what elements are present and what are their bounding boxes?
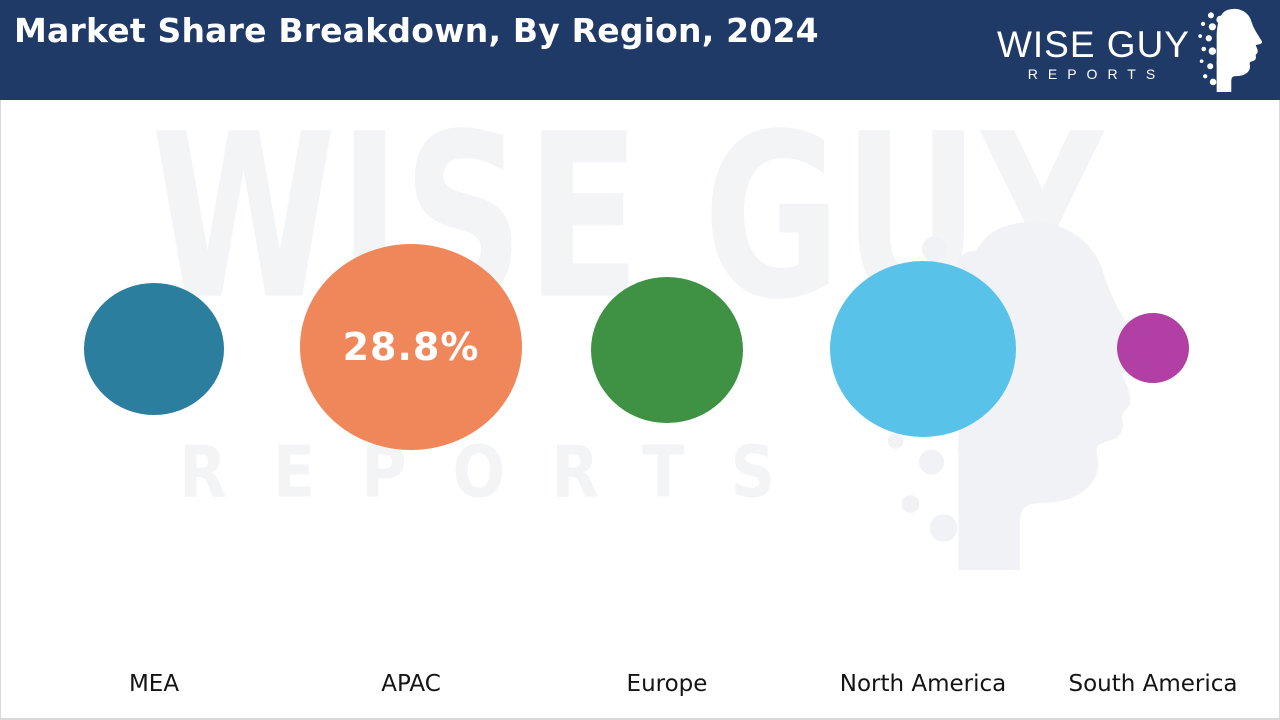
header-bar: Market Share Breakdown, By Region, 2024 … — [0, 0, 1280, 100]
bubble-value-label: 28.8% — [342, 325, 480, 369]
wiseguy-logo: WISE GUY REPORTS — [997, 6, 1270, 92]
bubble-europe — [591, 277, 743, 423]
category-label-europe: Europe — [626, 671, 708, 697]
category-label-south-america: South America — [1068, 671, 1238, 697]
watermark-tagline: REPORTS — [179, 430, 822, 514]
logo-wordmark: WISE GUY — [996, 24, 1190, 65]
bubble-apac: 28.8% — [300, 244, 522, 450]
wiseguy-face-icon — [1198, 8, 1263, 92]
chart-area: WISE GUY REPORTS — [0, 100, 1280, 720]
category-label-apac: APAC — [381, 671, 441, 697]
category-label-north-america: North America — [839, 671, 1007, 697]
category-label-mea: MEA — [128, 671, 180, 697]
bubble-south-america — [1117, 313, 1189, 383]
page-title: Market Share Breakdown, By Region, 2024 — [14, 11, 819, 50]
logo-text: WISE GUY REPORTS — [997, 26, 1190, 82]
logo-tagline: REPORTS — [1027, 66, 1166, 82]
bubble-north-america — [830, 261, 1016, 437]
bubble-mea — [84, 283, 224, 415]
